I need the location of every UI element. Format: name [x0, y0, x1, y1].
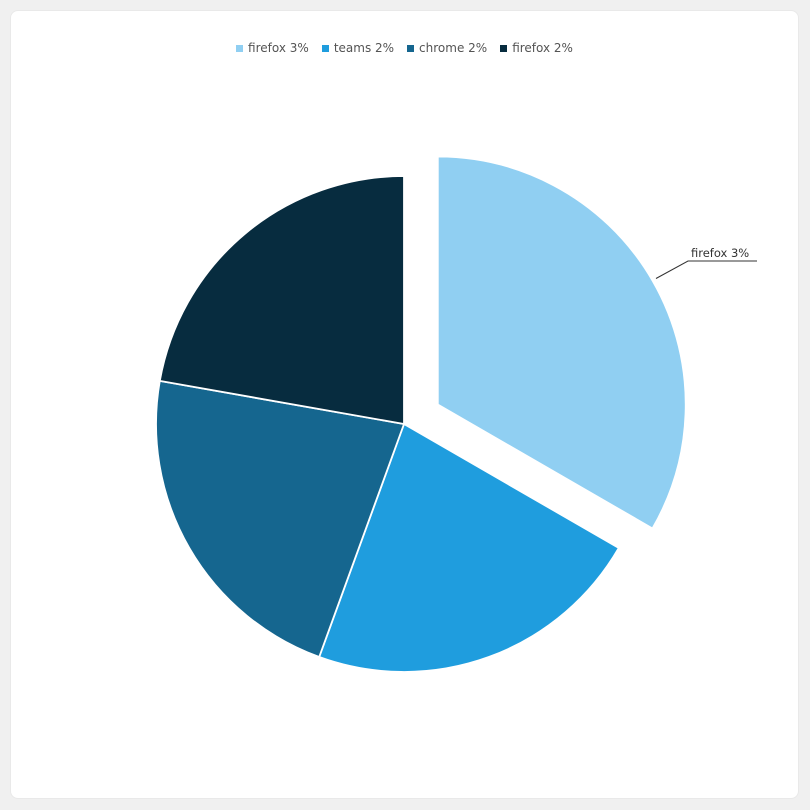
legend-swatch-icon	[500, 45, 508, 52]
legend-item-2[interactable]: chrome 2%	[407, 41, 487, 56]
legend-label: firefox 3%	[248, 41, 309, 55]
legend-swatch-icon	[236, 45, 244, 52]
chart-legend: firefox 3% teams 2% chrome 2% firefox 2%	[11, 41, 798, 56]
legend-label: firefox 2%	[512, 41, 573, 55]
annotation-leader-line	[655, 260, 757, 279]
legend-item-1[interactable]: teams 2%	[321, 41, 395, 56]
legend-label: teams 2%	[333, 41, 395, 55]
pie-slice-chrome-2[interactable]	[155, 380, 405, 658]
pie-slice-firefox-0[interactable]	[436, 155, 687, 530]
pie-slice-firefox-3[interactable]	[158, 175, 405, 425]
legend-swatch-icon	[407, 45, 415, 52]
pie-slice-teams-1[interactable]	[318, 423, 620, 673]
legend-item-3[interactable]: firefox 2%	[500, 41, 573, 56]
legend-item-0[interactable]: firefox 3%	[236, 41, 309, 56]
slice-annotation-label: firefox 3%	[691, 246, 749, 260]
legend-swatch-icon	[321, 45, 329, 52]
legend-label: chrome 2%	[419, 41, 488, 55]
